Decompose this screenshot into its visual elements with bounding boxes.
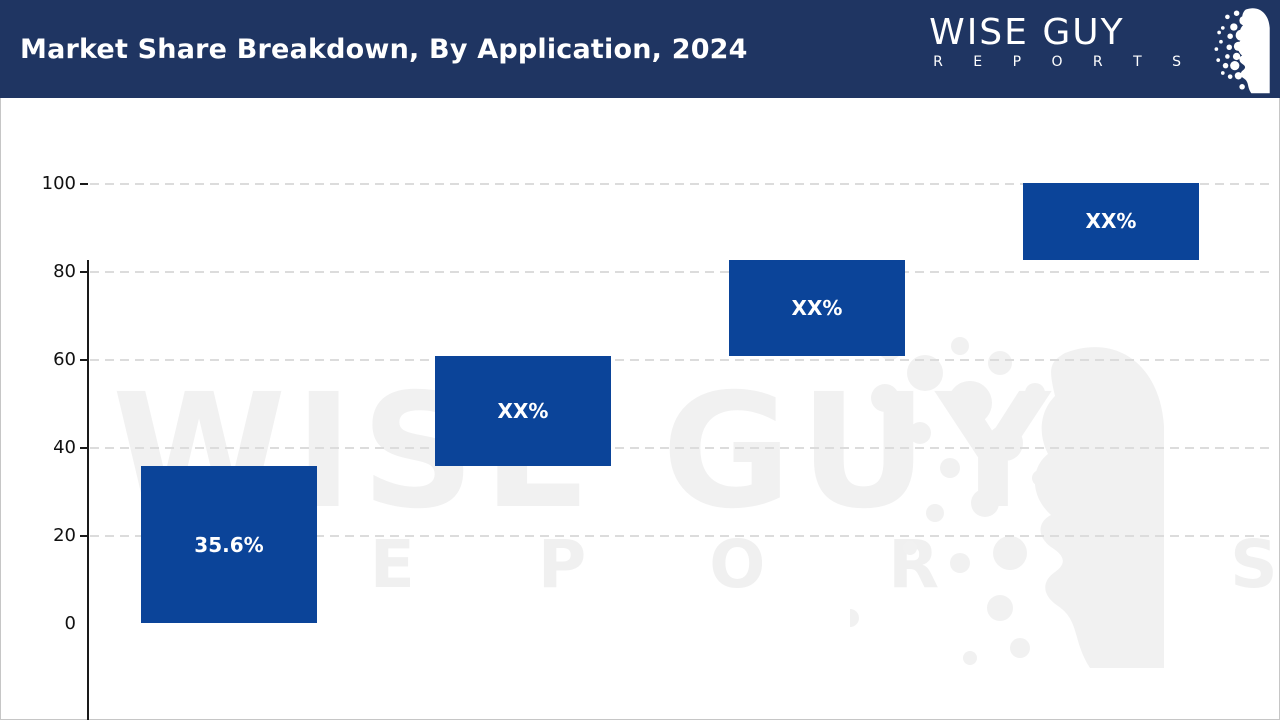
gridline-100 [90,183,1272,185]
gridline-20 [90,535,1272,537]
brand-logo-name: WISE GUY [929,12,1125,53]
brand-head-icon [1214,8,1270,94]
gridline-60 [90,359,1272,361]
bar-commuting: XX% [435,356,611,467]
gridline-40 [90,447,1272,449]
bar-value-label: XX% [791,295,843,320]
bar-recreational: 35.6% [141,466,317,623]
page-title: Market Share Breakdown, By Application, … [20,33,748,65]
y-axis-spine [87,260,89,720]
y-tick-label-80: 80 [53,261,76,282]
brand-logo: WISE GUY R E P O R T S [929,14,1194,70]
bar-fitness: XX% [729,259,905,357]
brand-logo-subname: R E P O R T S [933,53,1194,70]
bar-value-label: XX% [497,399,549,424]
y-tick-label-60: 60 [53,349,76,370]
y-tick-label-20: 20 [53,525,76,546]
header-bar: Market Share Breakdown, By Application, … [0,0,1280,98]
y-tick-mark-20 [80,535,88,537]
bar-value-label: XX% [1085,209,1137,234]
y-tick-mark-40 [80,447,88,449]
watermark-head-icon [850,336,1164,668]
bar-adventure: XX% [1023,183,1199,260]
y-tick-label-40: 40 [53,437,76,458]
y-tick-label-0: 0 [64,613,76,634]
gridline-80 [90,271,1272,273]
y-tick-mark-80 [80,271,88,273]
y-tick-mark-60 [80,359,88,361]
bar-value-label: 35.6% [194,532,264,557]
y-tick-label-100: 100 [41,173,76,194]
y-tick-mark-100 [80,183,88,185]
